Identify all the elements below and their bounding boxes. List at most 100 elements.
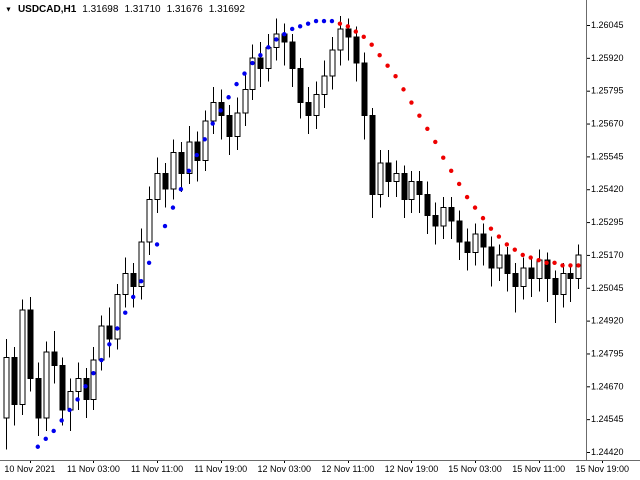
candle-body [114, 293, 121, 340]
candle-body [408, 180, 415, 201]
candle-body [186, 141, 193, 174]
candle-body [138, 241, 145, 287]
trend-dot-down [488, 226, 494, 231]
trend-dot-up [329, 18, 335, 24]
quote-close: 1.31692 [208, 4, 245, 15]
candle-body [130, 272, 137, 287]
time-axis-label: 11 Nov 19:00 [194, 464, 247, 474]
trend-dot-up [305, 21, 311, 26]
trend-dot-up [313, 18, 319, 24]
price-axis-label: 1.24920 [591, 316, 624, 326]
trend-dot-down [337, 21, 343, 26]
trend-dot-up [123, 310, 128, 315]
candle-body [226, 115, 233, 138]
candle-body [289, 41, 296, 69]
trend-dot-down [433, 139, 438, 145]
trend-dot-down [369, 42, 374, 47]
trend-dot-down [409, 100, 414, 105]
trend-dot-down [449, 168, 454, 174]
trend-dot-down [528, 255, 533, 260]
candle-body [11, 356, 18, 406]
price-axis-label: 1.24795 [591, 348, 624, 358]
trend-dot-up [202, 137, 207, 142]
time-axis-label: 15 Nov 11:00 [512, 464, 565, 474]
quote-open: 1.31698 [82, 4, 119, 15]
trend-dot-down [568, 263, 573, 268]
axis-lines [0, 0, 640, 461]
candle-body [83, 377, 90, 400]
candle-body [19, 309, 26, 406]
trend-dot-down [480, 215, 486, 221]
price-axis-label: 1.25420 [591, 184, 624, 194]
candle-body [472, 233, 479, 253]
trend-dot-up [83, 384, 88, 389]
trend-dot-down [552, 260, 557, 266]
time-axis-label: 12 Nov 03:00 [257, 464, 311, 474]
trend-dot-down [536, 257, 541, 263]
candle-body [75, 377, 82, 393]
candle-body [27, 309, 34, 379]
trend-dot-up [75, 397, 80, 402]
price-axis-label: 1.24420 [591, 447, 624, 457]
trend-dot-up [274, 37, 279, 42]
trend-dot-down [377, 53, 382, 58]
candle-body [488, 246, 495, 269]
trend-dot-down [425, 126, 430, 131]
time-axis-label: 11 Nov 11:00 [131, 464, 183, 474]
candle-body [98, 325, 105, 361]
candle-body [369, 115, 376, 195]
candle-body [448, 207, 455, 222]
candle-body [313, 94, 320, 117]
candle-body [393, 172, 400, 182]
candle-body [560, 272, 567, 295]
time-axis-label: 15 Nov 03:00 [448, 464, 502, 474]
time-scale[interactable]: 10 Nov 2021 11 Nov 03:00 11 Nov 11:00 11 No… [4, 461, 629, 474]
quote-low: 1.31676 [166, 4, 203, 15]
price-axis-label: 1.24670 [591, 381, 624, 391]
trend-dot-down [576, 263, 581, 268]
candle-body [353, 36, 360, 64]
candle-body [257, 57, 264, 69]
candle-body [305, 102, 312, 117]
trend-dot-up [91, 370, 96, 376]
trend-dot-up [290, 26, 295, 32]
trend-dot-up [43, 436, 48, 442]
trend-dot-up [131, 294, 136, 300]
candle-body [456, 220, 463, 243]
symbol-dropdown-icon[interactable]: ▼ [5, 6, 12, 14]
trend-dot-down [353, 29, 358, 34]
trend-dot-down [504, 242, 510, 247]
trend-dot-up [266, 45, 271, 50]
trend-dot-up [138, 279, 144, 284]
price-scale[interactable]: 1.26045 1.25920 1.25795 1.25670 1.25545 1.254… [587, 20, 624, 457]
candle-body [345, 28, 352, 38]
trend-dot-up [282, 31, 287, 37]
trend-dot-up [234, 81, 239, 87]
trend-dot-up [35, 444, 40, 449]
candle-body [552, 278, 559, 295]
candle-body [90, 359, 97, 400]
candle-body [337, 28, 344, 51]
trend-dot-up [194, 152, 199, 158]
price-axis-label: 1.25295 [591, 217, 624, 227]
candle-body [194, 141, 201, 161]
candle-body [162, 172, 169, 190]
candle-body [67, 391, 74, 411]
candle-body [528, 267, 535, 280]
candle-body [480, 233, 487, 248]
time-axis-label: 12 Nov 11:00 [321, 464, 374, 474]
candle-body [106, 325, 113, 340]
candle-body [3, 356, 10, 419]
time-axis-label: 15 Nov 19:00 [575, 464, 629, 474]
time-axis-label: 11 Nov 03:00 [67, 464, 120, 474]
candle-body [536, 259, 543, 280]
trend-dot-up [226, 95, 231, 100]
candle-body [265, 46, 272, 69]
symbol-period-label: USDCAD,H1 [17, 4, 77, 15]
trend-dot-down [520, 252, 525, 258]
candle-body [321, 75, 328, 96]
candle-body [496, 254, 503, 269]
trend-dot-up [321, 18, 327, 24]
